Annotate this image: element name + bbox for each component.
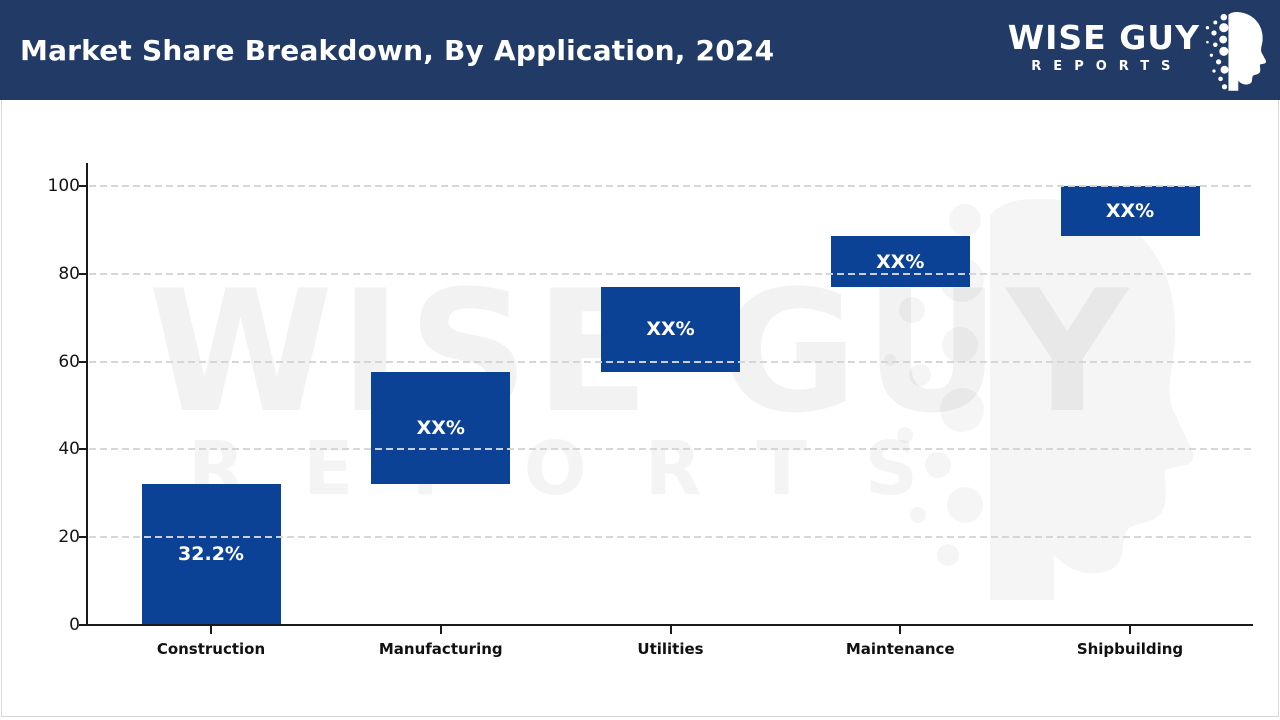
y-tick-label-0: 0 (69, 615, 80, 635)
logo-subtitle: REPORTS (1031, 59, 1183, 74)
y-tick-label-80: 80 (58, 263, 80, 284)
x-label-manufacturing: Manufacturing (378, 640, 503, 658)
bar-label-shipbuilding: XX% (1105, 200, 1155, 223)
gridline-60 (89, 360, 1253, 363)
page-title: Market Share Breakdown, By Application, … (20, 33, 775, 67)
x-axis-line (86, 624, 1253, 626)
x-label-construction: Construction (156, 640, 266, 658)
x-tick-manufacturing (439, 626, 442, 634)
watermark-subtitle: REPORTS (188, 432, 976, 506)
y-tick-0 (79, 624, 87, 626)
x-label-utilities: Utilities (637, 640, 704, 658)
logo-wordmark: WISE GUY (1007, 18, 1200, 57)
y-tick-label-20: 20 (58, 527, 80, 548)
x-tick-shipbuilding (1129, 626, 1131, 634)
gridline-80 (89, 272, 1253, 275)
bar-shipbuilding (1060, 186, 1200, 237)
bar-label-construction: 32.2% (178, 543, 244, 566)
bar-manufacturing (371, 371, 511, 484)
bar-maintenance (830, 236, 970, 287)
y-tick-60 (79, 360, 87, 363)
y-tick-40 (79, 448, 87, 451)
wiseguy-logo: WISE GUY REPORTS (1008, 6, 1268, 94)
y-tick-100 (79, 185, 87, 187)
x-tick-maintenance (899, 626, 902, 634)
x-label-maintenance: Maintenance (845, 640, 955, 658)
y-tick-label-40: 40 (58, 439, 80, 460)
header-bar: Market Share Breakdown, By Application, … (0, 0, 1280, 100)
x-label-shipbuilding: Shipbuilding (1076, 640, 1184, 658)
bar-label-manufacturing: XX% (416, 416, 465, 439)
bar-construction (141, 483, 281, 625)
gridline-20 (89, 536, 1253, 539)
bar-utilities (601, 286, 740, 372)
gridline-100 (89, 185, 1253, 187)
gridline-40 (89, 448, 1253, 451)
y-axis-line (86, 163, 88, 626)
logo-text: WISE GUY REPORTS (1008, 20, 1200, 76)
logo-face-icon (1205, 11, 1267, 91)
bar-label-utilities: XX% (646, 318, 695, 341)
y-tick-80 (79, 272, 87, 275)
y-tick-label-100: 100 (47, 176, 80, 196)
y-tick-label-60: 60 (58, 351, 80, 372)
bar-label-maintenance: XX% (876, 250, 925, 273)
x-tick-utilities (669, 626, 672, 634)
x-tick-construction (210, 626, 212, 634)
y-tick-20 (79, 536, 87, 539)
